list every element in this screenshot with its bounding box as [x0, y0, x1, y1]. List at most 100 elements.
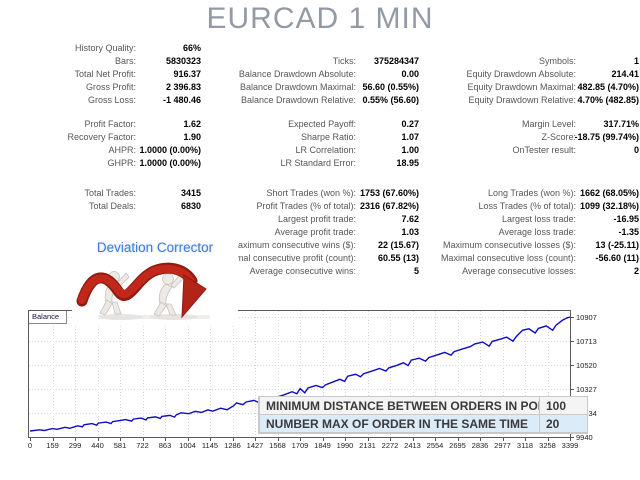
stat-label: LR Correlation: [295, 145, 356, 155]
stat-label [1, 213, 136, 226]
stat-value: 7.62 [401, 214, 419, 224]
stat-label: Balance Drawdown Maximal: [239, 82, 356, 92]
stats-row: Total Trades: 3415 Short Trades (won %): 17… [1, 187, 639, 200]
stat-label: OnTester result: [512, 145, 576, 155]
stat-value: 66% [182, 43, 201, 53]
x-tick-label: 3258 [539, 441, 556, 450]
stat-value [356, 42, 419, 55]
stat-value: 2 [633, 266, 639, 276]
x-tick-label: 0 [27, 441, 33, 450]
stat-value: -16.95 [613, 214, 639, 224]
stats-row: Total Deals: 6830 Profit Trades (% of tota… [1, 200, 639, 213]
stat-value: 56.60 (0.55%) [362, 82, 419, 92]
stat-value: 13 (-25.11) [595, 240, 639, 250]
stat-value: 4.70% (482.85) [577, 95, 639, 105]
stats-row: Largest profit trade: 7.62 Largest loss tr… [1, 213, 639, 226]
x-tick-label: 581 [113, 441, 127, 450]
stat-label: Total Trades: [84, 188, 136, 198]
stat-label: Total Net Profit: [74, 69, 136, 79]
stat-label: Symbols: [538, 56, 576, 66]
x-tick-label: 1709 [291, 441, 309, 450]
strategy-report-stats: History Quality: 66% Bars: 5830323 Ticks: 375… [1, 42, 639, 278]
stat-label: Balance Drawdown Absolute: [238, 69, 356, 79]
stats-block: History Quality: 66% Bars: 5830323 Ticks: 375… [1, 42, 639, 107]
x-tick-label: 3118 [516, 441, 534, 450]
stats-row: Total Net Profit: 916.37 Balance Drawdown … [1, 68, 639, 81]
y-tick-label: 10520 [576, 361, 597, 371]
stats-row: Profit Factor: 1.62 Expected Payoff: 0.27 Ma… [1, 118, 639, 131]
x-tick-label: 159 [46, 441, 59, 450]
stat-value: 1753 (67.60%) [359, 188, 419, 198]
stat-value: 1662 (68.05%) [579, 188, 639, 198]
deviation-corrector-label: Deviation Corrector [96, 240, 214, 255]
balance-chart-legend: Balance [29, 311, 68, 324]
stat-label: Average loss trade: [498, 227, 576, 237]
stat-label: Loss Trades (% of total): [478, 201, 576, 211]
stat-label: Sharpe Ratio: [300, 132, 356, 142]
x-tick-label: 2131 [359, 441, 376, 450]
stat-label: Maximum consecutive wins ($): [230, 240, 356, 250]
stat-value: 375284347 [373, 56, 419, 66]
stat-value: -1 480.46 [162, 95, 201, 105]
stats-row: Average profit trade: 1.03 Average loss tr… [1, 226, 639, 239]
stat-value: 22 (15.67) [377, 240, 419, 250]
x-tick-label: 3399 [561, 441, 579, 450]
stat-label: Average consecutive losses: [462, 266, 576, 276]
stat-label: AHPR: [108, 145, 136, 155]
stat-value: 0.27 [401, 119, 419, 129]
stat-value [576, 157, 639, 170]
stat-value: 1099 (32.18%) [579, 201, 639, 211]
stat-label: Profit Trades (% of total): [256, 201, 356, 211]
stat-value: 0.55% (56.60) [362, 95, 419, 105]
stat-value: 2 396.83 [165, 82, 201, 92]
parameter-value: 100 [539, 396, 588, 415]
stat-value: 1.90 [183, 132, 201, 142]
stat-value: 60.55 (13) [377, 253, 419, 263]
x-tick-label: 2413 [404, 441, 421, 450]
stat-value: 18.95 [396, 158, 419, 168]
stat-label: LR Standard Error: [280, 158, 356, 168]
stat-label: Average consecutive wins: [249, 266, 356, 276]
x-tick-label: 1286 [224, 441, 241, 450]
stat-label [419, 157, 576, 170]
stat-label: Equity Drawdown Maximal: [467, 82, 576, 92]
x-tick-label: 2554 [426, 441, 444, 450]
x-tick-label: 2836 [471, 441, 489, 450]
stat-value: 3415 [180, 188, 201, 198]
stats-row: Recovery Factor: 1.90 Sharpe Ratio: 1.07 Z-S… [1, 131, 639, 144]
stat-label: Short Trades (won %): [266, 188, 356, 198]
balance-chart [28, 310, 574, 441]
stat-label: Maximal consecutive profit (count): [216, 253, 356, 263]
parameter-name: NUMBER MAX OF ORDER IN THE SAME TIME [259, 414, 540, 433]
x-tick-label: 299 [68, 441, 82, 450]
x-tick-label: 2977 [494, 441, 511, 450]
x-tick-label: 1427 [246, 441, 264, 450]
page-title: EURCAD 1 MIN [206, 2, 434, 35]
parameter-name: MINIMUM DISTANCE BETWEEN ORDERS IN POINT [259, 396, 540, 415]
stat-label: Ticks: [332, 56, 356, 66]
y-tick-label: 10713 [576, 337, 597, 347]
x-tick-label: 440 [91, 441, 104, 450]
stat-value: 5 [413, 266, 419, 276]
stats-row: Average consecutive wins: 5 Average consec… [1, 265, 639, 278]
stat-label: History Quality: [74, 43, 136, 53]
x-tick-label: 2695 [449, 441, 466, 450]
ea-parameters-table: MINIMUM DISTANCE BETWEEN ORDERS IN POINT… [258, 396, 588, 434]
stats-row: Gross Loss: -1 480.46 Balance Drawdown Rel… [1, 94, 639, 107]
stat-value [576, 42, 639, 55]
stat-value: 2316 (67.82%) [359, 201, 419, 211]
deviation-corrector-graphic: Deviation Corrector [72, 238, 238, 326]
x-tick-label: 1145 [201, 441, 219, 450]
stat-label: Maximum consecutive losses ($): [442, 240, 576, 250]
stat-label: Z-Score: [541, 132, 576, 142]
x-tick-label: 722 [136, 441, 149, 450]
stat-value [136, 213, 201, 226]
x-tick-label: 1849 [314, 441, 331, 450]
x-tick-label: 2272 [381, 441, 399, 450]
stat-value: 0 [633, 145, 639, 155]
stat-value: 1.00 [401, 145, 419, 155]
x-tick-label: 1004 [179, 441, 196, 450]
stat-value: 482.85 (4.70%) [577, 82, 639, 92]
stats-row: GHPR: 1.0000 (0.00%) LR Standard Error: 18.… [1, 157, 639, 170]
stat-value: 1.07 [401, 132, 419, 142]
